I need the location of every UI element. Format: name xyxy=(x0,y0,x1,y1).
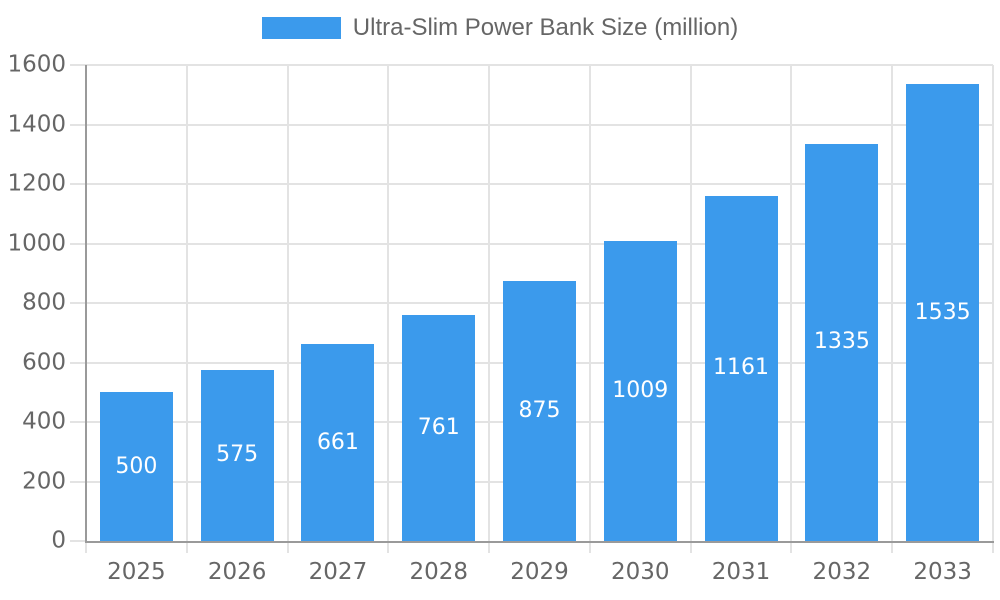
y-tick-mark xyxy=(70,302,86,304)
y-tick-label: 600 xyxy=(22,349,66,375)
y-tick-label: 1200 xyxy=(7,170,66,197)
y-tick-mark xyxy=(70,361,86,364)
x-gridline xyxy=(185,65,188,541)
bar-value-label: 761 xyxy=(417,414,460,440)
y-tick-mark xyxy=(70,123,86,126)
legend-swatch xyxy=(261,17,341,39)
bar-value-label: 1535 xyxy=(914,299,971,325)
bar-2027[interactable]: 661 xyxy=(301,344,375,541)
y-gridline xyxy=(86,123,993,126)
x-tick-mark xyxy=(689,541,692,553)
legend-item[interactable]: Ultra-Slim Power Bank Size (million) xyxy=(0,16,1000,40)
x-tick-mark xyxy=(992,541,994,553)
x-gridline xyxy=(488,65,491,541)
y-tick-label: 1000 xyxy=(7,230,66,256)
y-tick-mark xyxy=(70,64,86,66)
x-tick-label: 2029 xyxy=(510,559,569,585)
x-gridline xyxy=(992,65,994,541)
bar-2025[interactable]: 500 xyxy=(99,392,173,541)
y-tick-mark xyxy=(70,421,86,423)
bar-2026[interactable]: 575 xyxy=(200,369,274,541)
x-tick-mark xyxy=(488,541,491,553)
x-gridline xyxy=(286,65,289,541)
y-gridline xyxy=(86,183,993,185)
bar-value-label: 661 xyxy=(316,429,359,455)
y-tick-label: 200 xyxy=(22,468,66,494)
bar-2033[interactable]: 1535 xyxy=(906,84,980,541)
x-gridline xyxy=(387,65,390,541)
y-tick-mark xyxy=(70,242,86,245)
bar-2029[interactable]: 875 xyxy=(503,280,576,541)
y-axis-line xyxy=(85,65,87,543)
y-gridline xyxy=(86,64,993,66)
legend-label: Ultra-Slim Power Bank Size (million) xyxy=(352,14,739,41)
bar-value-label: 1335 xyxy=(813,329,870,355)
bar-2028[interactable]: 761 xyxy=(402,314,476,541)
x-tick-mark xyxy=(85,541,87,553)
y-tick-label: 1400 xyxy=(7,111,66,137)
x-tick-mark xyxy=(588,541,591,553)
y-tick-label: 400 xyxy=(22,408,66,435)
bar-2032[interactable]: 1335 xyxy=(805,143,879,541)
bar-value-label: 875 xyxy=(518,397,561,423)
bar-value-label: 575 xyxy=(216,442,259,468)
x-tick-label: 2032 xyxy=(812,559,872,585)
x-tick-mark xyxy=(185,541,188,553)
x-tick-label: 2030 xyxy=(610,559,670,585)
bar-2030[interactable]: 1009 xyxy=(603,240,677,541)
bar-value-label: 1009 xyxy=(612,377,669,403)
y-tick-mark xyxy=(70,183,86,185)
x-tick-mark xyxy=(286,541,289,553)
x-tick-label: 2027 xyxy=(308,559,368,585)
bar-value-label: 1161 xyxy=(713,355,770,381)
x-tick-label: 2028 xyxy=(409,559,468,585)
y-tick-label: 0 xyxy=(51,527,66,554)
x-tick-label: 2025 xyxy=(107,559,166,585)
x-tick-mark xyxy=(891,541,894,553)
x-gridline xyxy=(689,65,692,541)
x-gridline xyxy=(790,65,793,541)
bar-2031[interactable]: 1161 xyxy=(704,195,778,541)
x-tick-mark xyxy=(387,541,390,553)
y-tick-label: 1600 xyxy=(7,51,66,78)
x-axis-line xyxy=(85,541,994,543)
x-tick-mark xyxy=(790,541,793,553)
x-gridline xyxy=(588,65,591,541)
bar-value-label: 500 xyxy=(115,453,158,479)
y-tick-mark xyxy=(70,540,86,542)
y-tick-label: 800 xyxy=(22,289,66,316)
x-tick-label: 2031 xyxy=(711,559,771,585)
x-gridline xyxy=(891,65,894,541)
x-tick-label: 2026 xyxy=(207,559,267,585)
y-tick-mark xyxy=(70,480,86,483)
x-tick-label: 2033 xyxy=(913,559,972,585)
y-gridline xyxy=(86,242,993,245)
